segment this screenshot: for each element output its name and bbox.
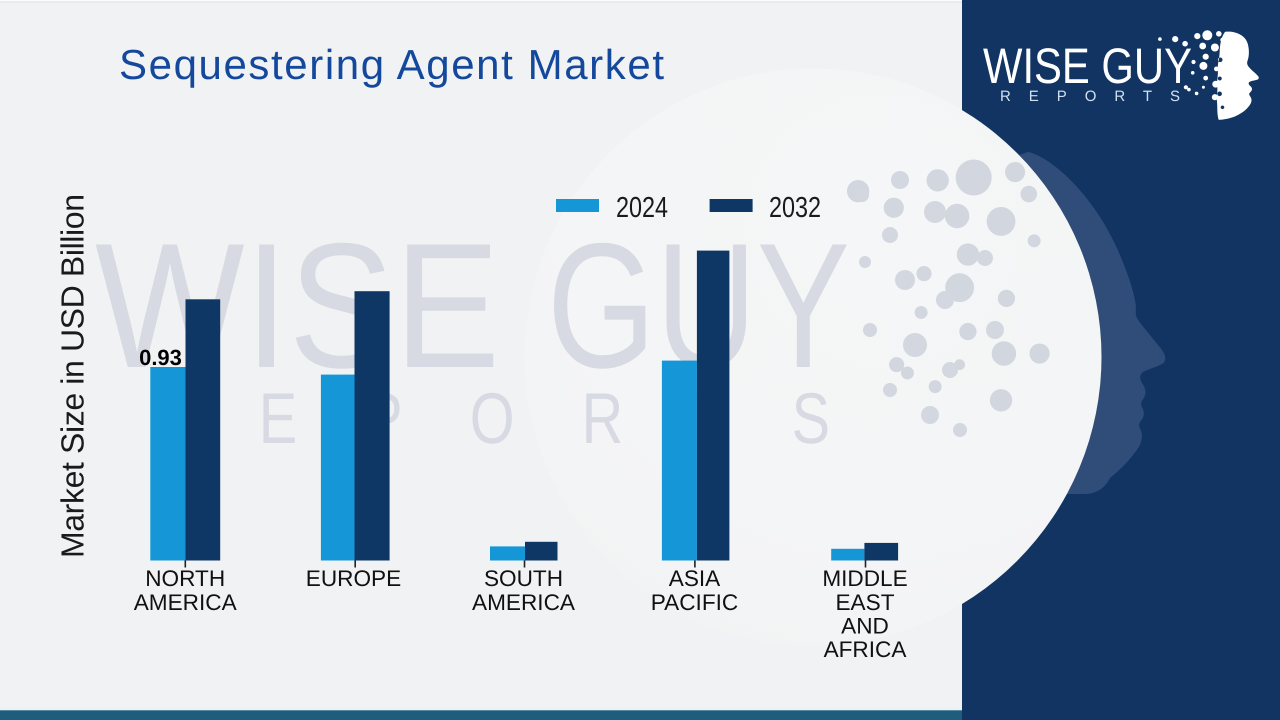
svg-text:AND: AND [841, 614, 889, 639]
svg-text:EAST: EAST [835, 590, 894, 615]
svg-text:WISE GUY: WISE GUY [983, 38, 1192, 94]
svg-text:AMERICA: AMERICA [134, 590, 238, 615]
svg-text:EUROPE: EUROPE [306, 566, 401, 591]
svg-text:AMERICA: AMERICA [472, 590, 576, 615]
svg-text:NORTH: NORTH [145, 566, 225, 591]
svg-text:Market Size in USD Billion: Market Size in USD Billion [55, 194, 91, 558]
svg-text:SOUTH: SOUTH [484, 566, 563, 591]
svg-text:AFRICA: AFRICA [824, 637, 908, 662]
svg-text:Sequestering Agent Market: Sequestering Agent Market [119, 41, 664, 88]
svg-text:PACIFIC: PACIFIC [651, 590, 738, 615]
svg-text:2024: 2024 [616, 192, 668, 224]
svg-text:0.93: 0.93 [139, 345, 182, 370]
svg-text:ASIA: ASIA [669, 566, 721, 591]
svg-text:2032: 2032 [769, 192, 821, 224]
svg-text:MIDDLE: MIDDLE [822, 566, 907, 591]
